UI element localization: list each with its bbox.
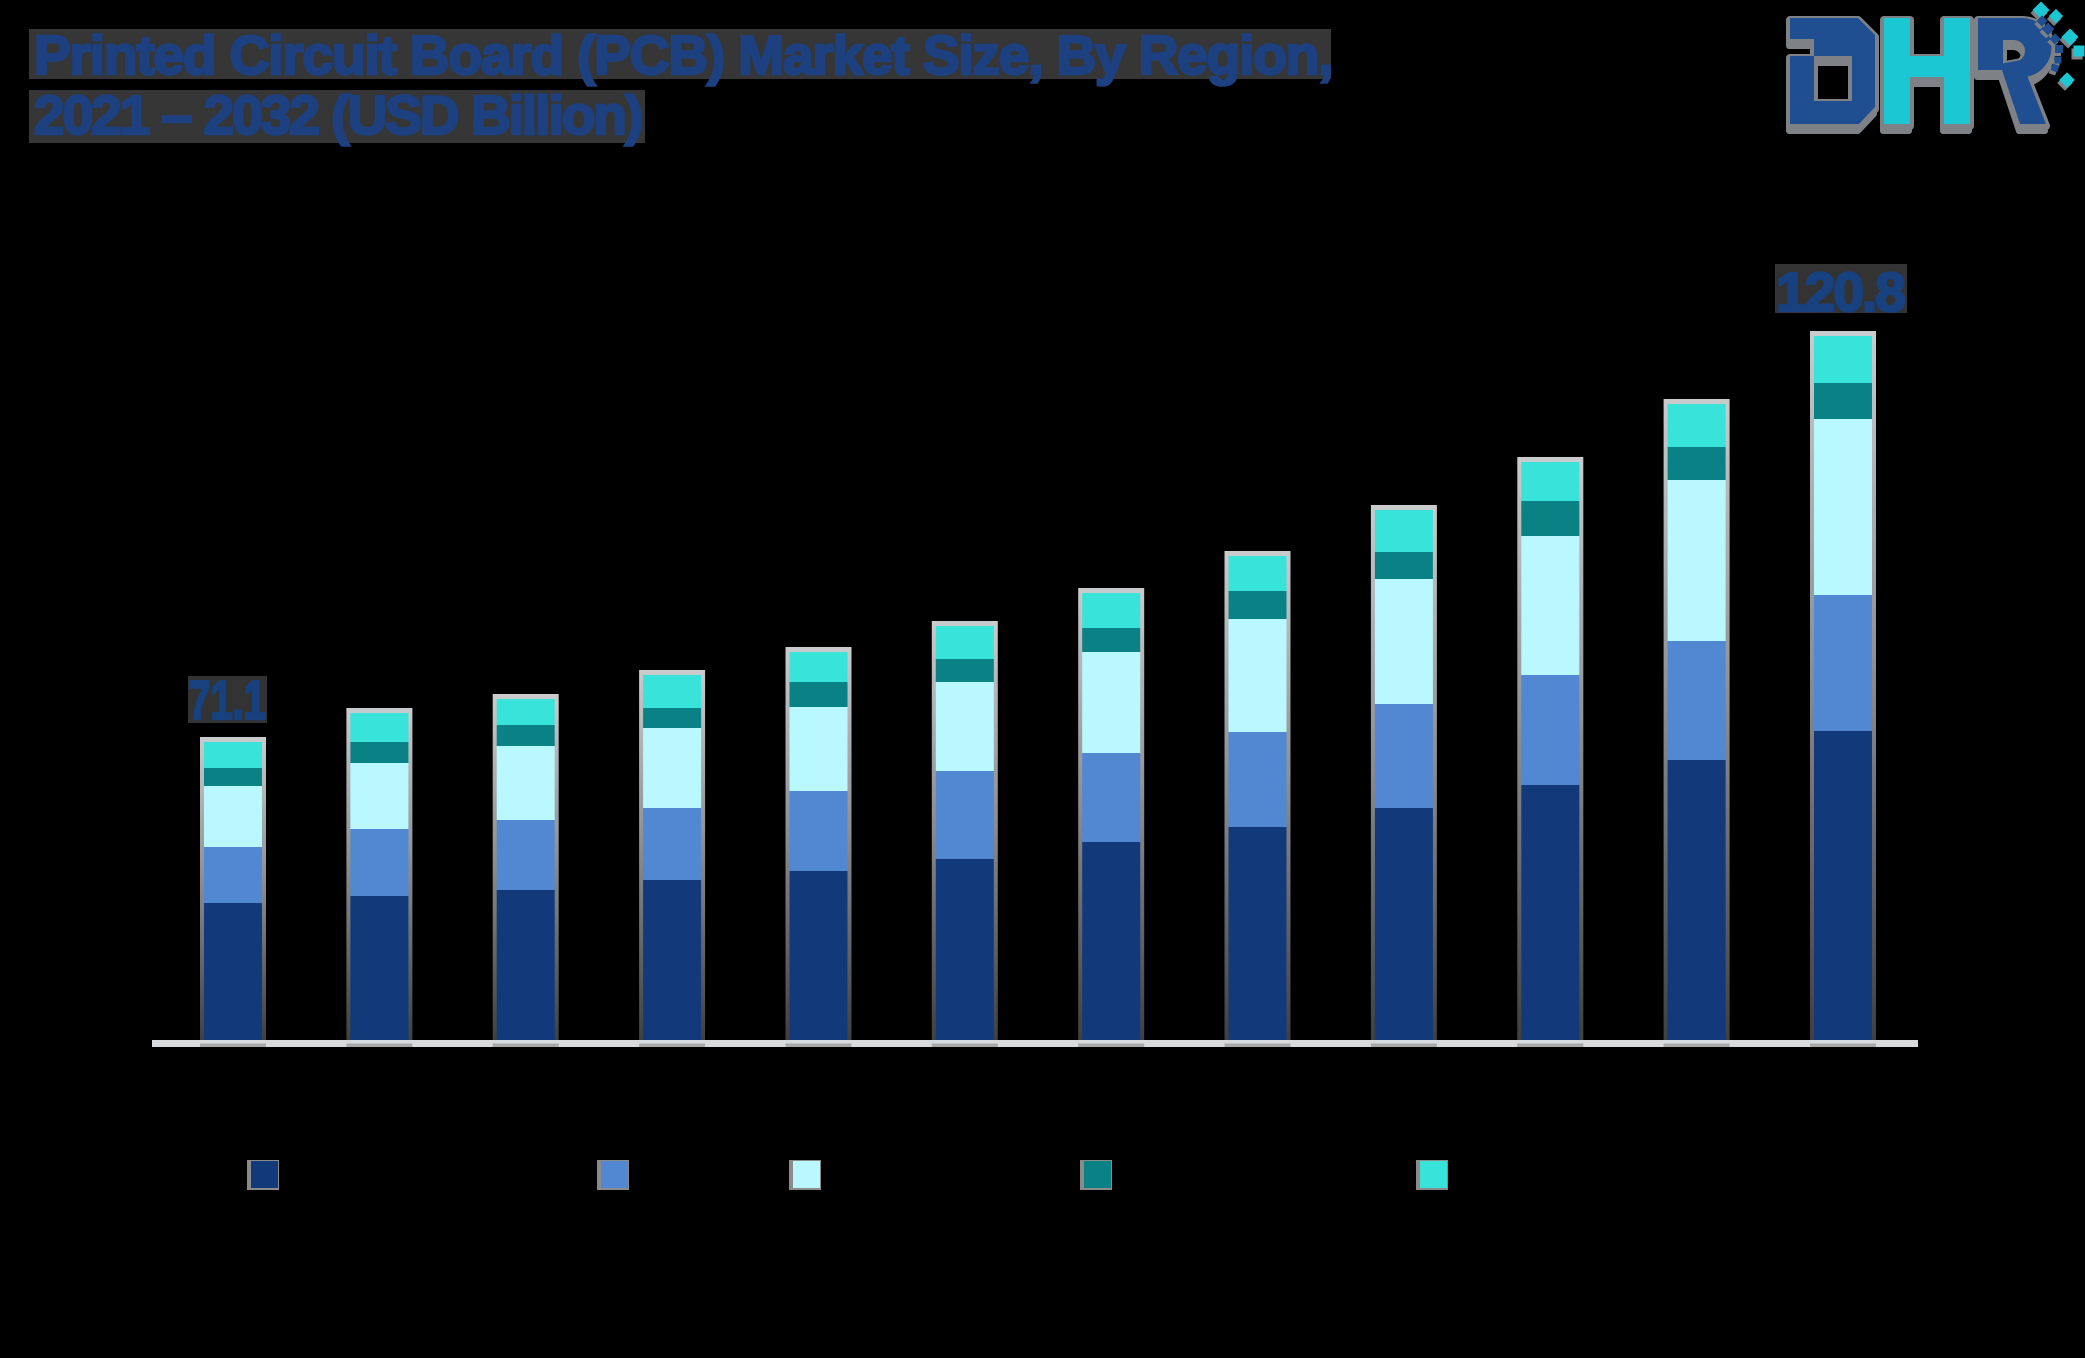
svg-text:120.8: 120.8 bbox=[1776, 261, 1904, 323]
svg-text:2021 – 2032 (USD Billion): 2021 – 2032 (USD Billion) bbox=[34, 84, 641, 146]
svg-text:71.1: 71.1 bbox=[188, 671, 265, 732]
svg-text:Printed Circuit Board (PCB) Ma: Printed Circuit Board (PCB) Market Size,… bbox=[34, 24, 1332, 86]
